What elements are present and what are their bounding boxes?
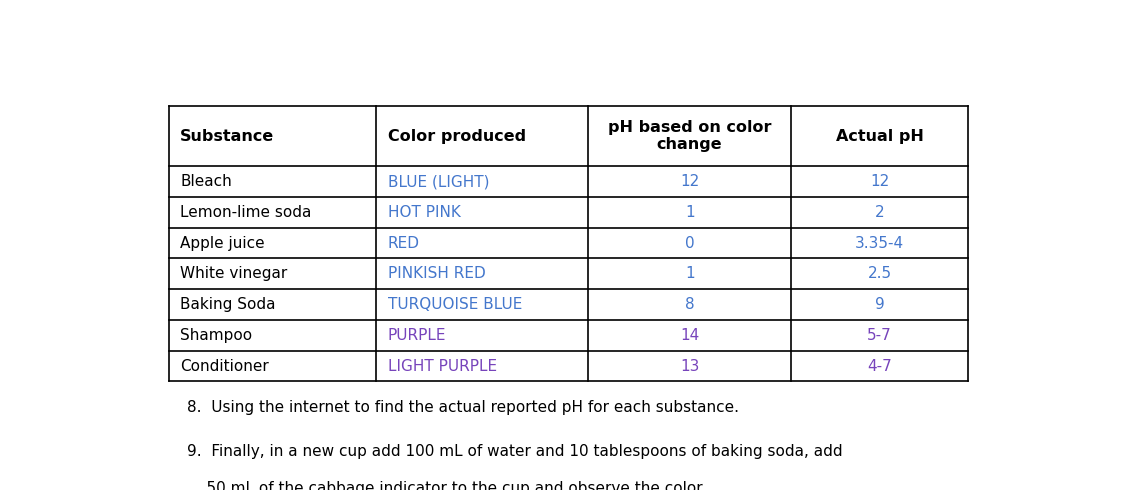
Text: Apple juice: Apple juice <box>180 236 265 251</box>
Text: 13: 13 <box>680 359 699 373</box>
Text: PINKISH RED: PINKISH RED <box>387 267 485 281</box>
Text: Shampoo: Shampoo <box>180 328 253 343</box>
Text: 1: 1 <box>685 267 695 281</box>
Text: 3.35-4: 3.35-4 <box>855 236 904 251</box>
Text: 9: 9 <box>875 297 884 312</box>
Text: 1: 1 <box>685 205 695 220</box>
Text: LIGHT PURPLE: LIGHT PURPLE <box>387 359 497 373</box>
Text: 50 mL of the cabbage indicator to the cup and observe the color.: 50 mL of the cabbage indicator to the cu… <box>187 481 706 490</box>
Text: RED: RED <box>387 236 420 251</box>
Text: White vinegar: White vinegar <box>180 267 287 281</box>
Text: 14: 14 <box>680 328 699 343</box>
Text: 2: 2 <box>875 205 884 220</box>
Text: Color produced: Color produced <box>387 129 526 144</box>
Text: 8.  Using the internet to find the actual reported pH for each substance.: 8. Using the internet to find the actual… <box>187 400 738 416</box>
Text: 4-7: 4-7 <box>867 359 892 373</box>
Text: TURQUOISE BLUE: TURQUOISE BLUE <box>387 297 522 312</box>
Text: 2.5: 2.5 <box>868 267 892 281</box>
Text: 5-7: 5-7 <box>867 328 892 343</box>
Text: Lemon-lime soda: Lemon-lime soda <box>180 205 312 220</box>
Text: Substance: Substance <box>180 129 274 144</box>
Text: 9.  Finally, in a new cup add 100 mL of water and 10 tablespoons of baking soda,: 9. Finally, in a new cup add 100 mL of w… <box>187 443 842 459</box>
Text: 12: 12 <box>870 174 890 189</box>
Text: HOT PINK: HOT PINK <box>387 205 460 220</box>
Text: 0: 0 <box>685 236 695 251</box>
Text: Bleach: Bleach <box>180 174 232 189</box>
Text: 12: 12 <box>680 174 699 189</box>
Text: PURPLE: PURPLE <box>387 328 446 343</box>
Text: Baking Soda: Baking Soda <box>180 297 276 312</box>
Text: Actual pH: Actual pH <box>836 129 924 144</box>
Text: Conditioner: Conditioner <box>180 359 269 373</box>
Text: BLUE (LIGHT): BLUE (LIGHT) <box>387 174 490 189</box>
Text: 8: 8 <box>685 297 695 312</box>
Text: pH based on color
change: pH based on color change <box>608 120 771 152</box>
